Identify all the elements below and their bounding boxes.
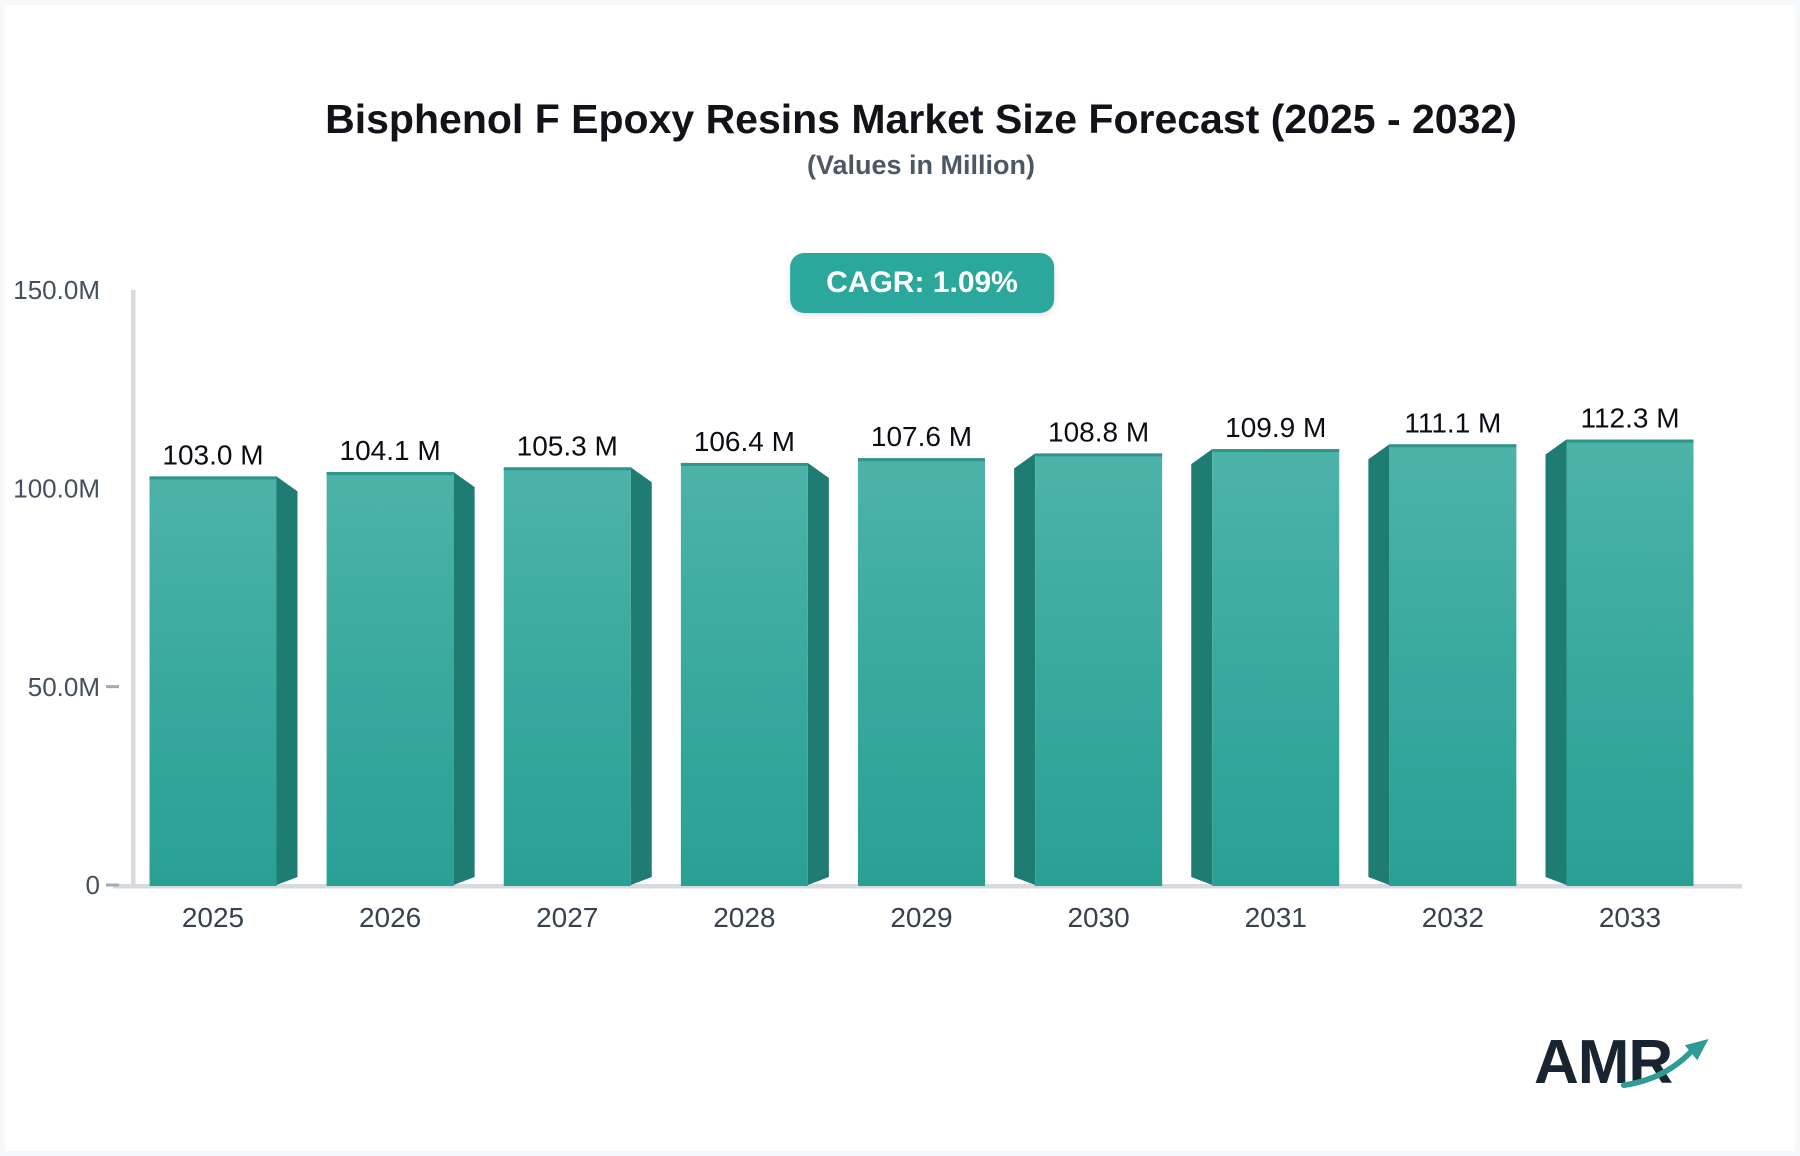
amr-logo-text: AMR bbox=[1534, 1028, 1673, 1097]
bar-top-edge bbox=[1566, 439, 1694, 443]
bar-group-2033: 112.3 M 2033 bbox=[1545, 403, 1694, 933]
x-axis-label: 2025 bbox=[182, 902, 244, 933]
bar-side bbox=[1191, 449, 1213, 885]
bar-top-edge bbox=[326, 472, 454, 476]
chart-subtitle: (Values in Million) bbox=[806, 150, 1036, 180]
x-axis-label: 2031 bbox=[1245, 902, 1307, 933]
cagr-badge-label: CAGR: 1.09% bbox=[826, 266, 1018, 299]
bar[interactable] bbox=[680, 462, 808, 886]
bar-group-2026: 104.1 M 2026 bbox=[326, 435, 475, 933]
bar-value-label: 103.0 M bbox=[162, 439, 263, 470]
y-axis-label: 100.0M bbox=[13, 473, 100, 503]
x-axis-label: 2027 bbox=[536, 902, 598, 933]
bar-top-edge bbox=[1212, 449, 1340, 453]
bar-group-2031: 109.9 M 2031 bbox=[1191, 412, 1340, 933]
y-axis-tick bbox=[106, 883, 119, 887]
y-axis-line bbox=[131, 290, 136, 885]
x-axis-label: 2030 bbox=[1067, 902, 1129, 933]
bar-side bbox=[1014, 453, 1036, 885]
bar[interactable] bbox=[1566, 439, 1694, 886]
bar-group-2030: 108.8 M 2030 bbox=[1014, 416, 1163, 933]
bar-top-edge bbox=[680, 462, 808, 466]
bar-top-edge bbox=[1035, 453, 1163, 457]
bar-value-label: 111.1 M bbox=[1404, 407, 1501, 438]
y-axis-tick bbox=[106, 685, 119, 689]
bar-value-label: 104.1 M bbox=[340, 435, 441, 466]
bar[interactable] bbox=[149, 476, 277, 886]
bar-side bbox=[807, 462, 829, 885]
bar-group-2027: 105.3 M 2027 bbox=[503, 430, 652, 933]
x-axis-label: 2028 bbox=[713, 902, 775, 933]
bar-group-2025: 103.0 M 2025 bbox=[149, 439, 298, 933]
x-axis-label: 2026 bbox=[359, 902, 421, 933]
bar-side bbox=[1545, 439, 1567, 885]
y-axis-label: 150.0M bbox=[13, 275, 100, 305]
x-axis-label: 2029 bbox=[890, 902, 952, 933]
bar-group-2032: 111.1 M 2032 bbox=[1368, 407, 1517, 933]
bar-side bbox=[630, 467, 652, 885]
amr-logo: AMR bbox=[1534, 1030, 1734, 1114]
bar[interactable] bbox=[1212, 449, 1340, 886]
bar-side bbox=[453, 472, 475, 885]
bar-value-label: 105.3 M bbox=[517, 430, 618, 461]
bar-top-edge bbox=[858, 458, 985, 462]
bar-top-edge bbox=[149, 476, 277, 480]
growth-arrow-icon bbox=[1620, 1039, 1709, 1089]
bar-value-label: 109.9 M bbox=[1225, 412, 1326, 443]
x-axis-label: 2032 bbox=[1422, 902, 1484, 933]
bar[interactable] bbox=[858, 458, 985, 886]
x-axis-label: 2033 bbox=[1599, 902, 1661, 933]
chart-title: Bisphenol F Epoxy Resins Market Size For… bbox=[325, 96, 1517, 142]
bar-value-label: 107.6 M bbox=[871, 421, 972, 452]
bar[interactable] bbox=[503, 467, 631, 886]
cagr-badge: CAGR: 1.09% bbox=[790, 253, 1054, 313]
bar[interactable] bbox=[1035, 453, 1163, 886]
bar-group-2028: 106.4 M 2028 bbox=[680, 426, 829, 933]
x-axis-line bbox=[113, 884, 1742, 889]
y-axis-label: 50.0M bbox=[28, 672, 100, 702]
bar-side bbox=[1368, 444, 1390, 885]
bar-side bbox=[276, 476, 298, 885]
bar-group-2029: 107.6 M 2029 bbox=[858, 421, 985, 933]
bar-top-edge bbox=[1389, 444, 1517, 448]
bar-top-edge bbox=[503, 467, 631, 471]
y-axis-label: 0 bbox=[86, 870, 100, 900]
bar-value-label: 108.8 M bbox=[1048, 416, 1149, 447]
bar[interactable] bbox=[1389, 444, 1517, 886]
bar[interactable] bbox=[326, 472, 454, 886]
bar-value-label: 112.3 M bbox=[1580, 403, 1679, 434]
bar-value-label: 106.4 M bbox=[694, 426, 795, 457]
